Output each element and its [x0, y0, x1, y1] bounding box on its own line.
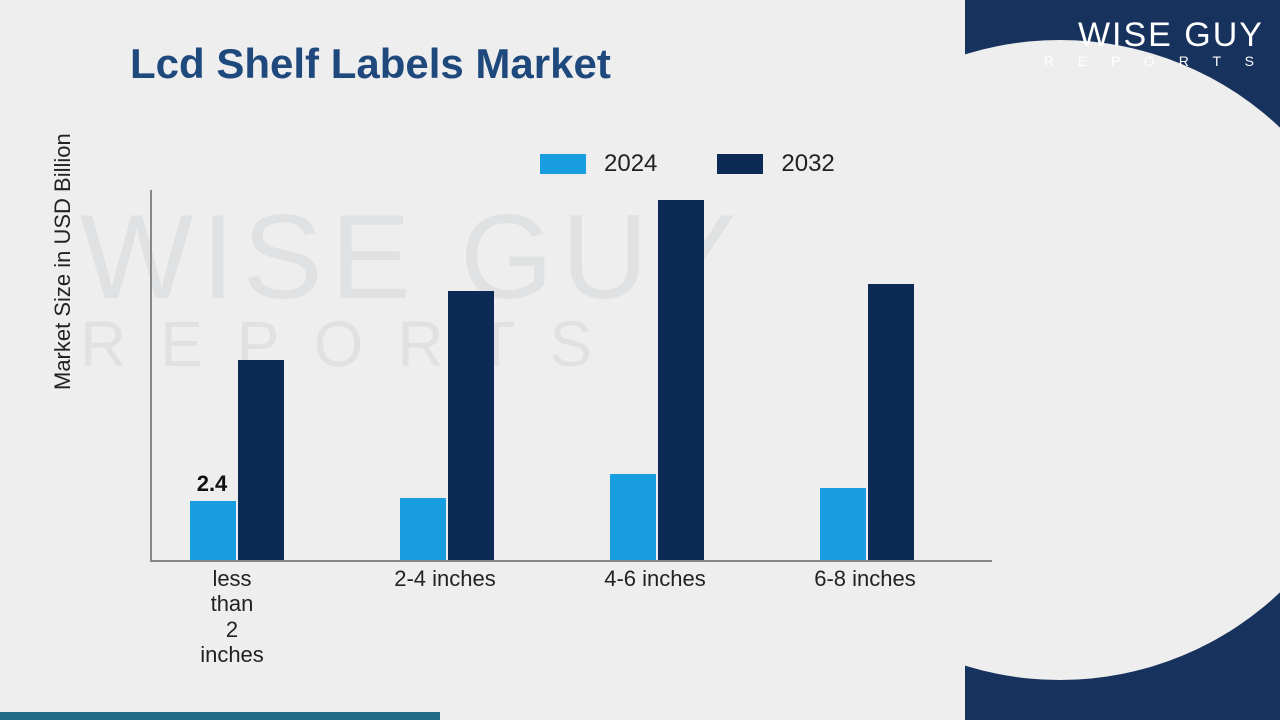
- legend-swatch-2024: [540, 154, 586, 174]
- bar: [238, 360, 284, 560]
- bar: [190, 501, 236, 560]
- x-axis-category-label: 2-4 inches: [370, 566, 520, 591]
- x-axis-category-label: lessthan2inches: [192, 566, 272, 667]
- y-axis-label: Market Size in USD Billion: [50, 133, 76, 390]
- canvas: WISE GUY REPORTS Lcd Shelf Labels Market…: [0, 0, 1280, 720]
- brand-logo: WISE GUY R E P O R T S: [1044, 16, 1264, 69]
- x-axis-category-label: 6-8 inches: [790, 566, 940, 591]
- legend-item-2032: 2032: [717, 150, 834, 178]
- legend-label-2024: 2024: [604, 150, 657, 178]
- x-axis-category-label: 4-6 inches: [580, 566, 730, 591]
- legend-swatch-2032: [717, 154, 763, 174]
- bar: [868, 284, 914, 560]
- brand-logo-main: WISE GUY: [1044, 16, 1264, 55]
- bar-chart: Market Size in USD Billion 2024 2032 2.4…: [100, 160, 1000, 660]
- bar: [448, 291, 494, 560]
- legend-label-2032: 2032: [781, 150, 834, 178]
- plot-area: 2.4: [150, 190, 992, 562]
- legend: 2024 2032: [540, 150, 835, 178]
- bar: [658, 200, 704, 560]
- bar-value-label: 2.4: [182, 471, 242, 497]
- bar: [400, 498, 446, 560]
- chart-title: Lcd Shelf Labels Market: [130, 40, 611, 88]
- bar: [820, 488, 866, 560]
- brand-logo-sub: R E P O R T S: [1044, 53, 1264, 69]
- bar: [610, 474, 656, 560]
- legend-item-2024: 2024: [540, 150, 657, 178]
- bottom-accent-bar: [0, 712, 440, 720]
